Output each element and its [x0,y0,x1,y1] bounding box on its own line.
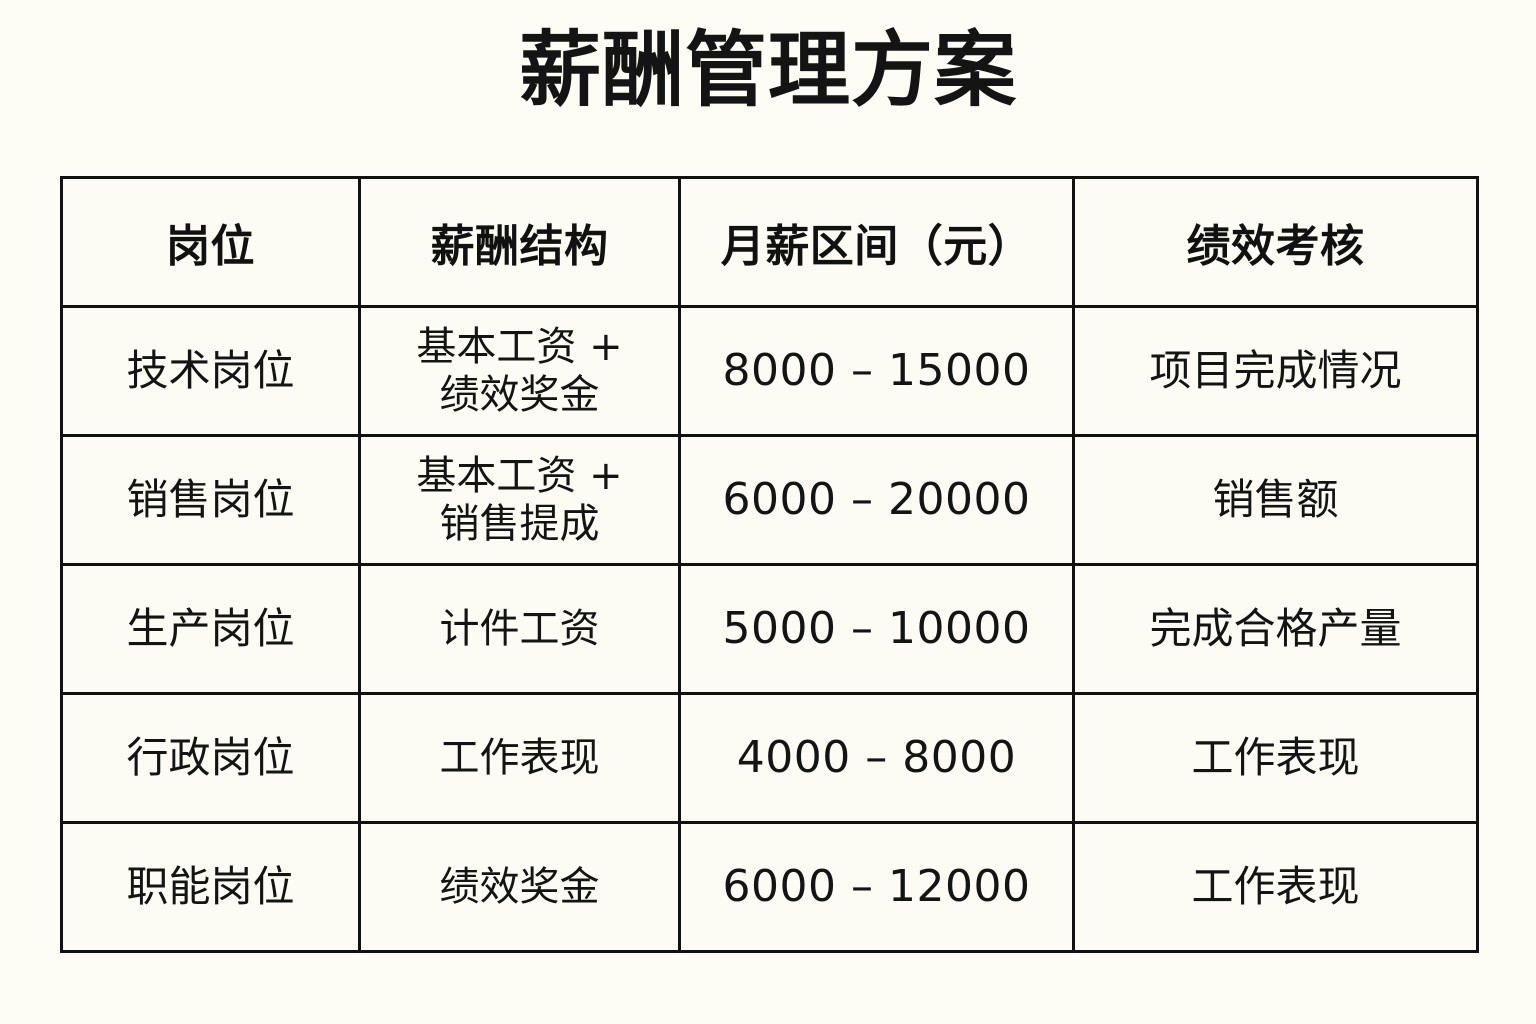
cell-structure: 绩效奖金 [358,821,681,953]
table-body: 技术岗位 基本工资 + 绩效奖金 8000 – 15000 项目完成情况 销售岗… [60,305,1479,953]
page-title: 薪酬管理方案 [518,23,1017,118]
cell-structure: 工作表现 [358,692,681,824]
column-header-structure: 薪酬结构 [358,176,681,308]
cell-position: 技术岗位 [60,305,361,437]
cell-structure-line-1: 基本工资 + [416,453,623,499]
cell-assessment: 完成合格产量 [1072,563,1479,695]
cell-structure-line-1: 绩效奖金 [439,864,600,910]
table-header: 岗位 薪酬结构 月薪区间（元） 绩效考核 [60,176,1479,308]
table-row: 行政岗位 工作表现 4000 – 8000 工作表现 [60,692,1479,824]
cell-salary-range: 5000 – 10000 [678,563,1075,695]
table-row: 销售岗位 基本工资 + 销售提成 6000 – 20000 销售额 [60,434,1479,566]
cell-structure-line-2: 绩效奖金 [439,372,600,418]
cell-salary-range: 6000 – 20000 [678,434,1075,566]
salary-table: 岗位 薪酬结构 月薪区间（元） 绩效考核 技术岗位 基本工资 + 绩效奖金 80… [60,176,1479,953]
cell-salary-range: 4000 – 8000 [678,692,1075,824]
column-header-range: 月薪区间（元） [678,176,1075,308]
cell-position: 职能岗位 [60,821,361,953]
cell-structure: 基本工资 + 销售提成 [358,434,681,566]
cell-position: 销售岗位 [60,434,361,566]
cell-structure-line-2: 销售提成 [439,501,600,547]
cell-position: 生产岗位 [60,563,361,695]
cell-assessment: 项目完成情况 [1072,305,1479,437]
cell-assessment: 工作表现 [1072,692,1479,824]
column-header-position: 岗位 [60,176,361,308]
cell-position: 行政岗位 [60,692,361,824]
table-row: 职能岗位 绩效奖金 6000 – 12000 工作表现 [60,821,1479,953]
table-row: 技术岗位 基本工资 + 绩效奖金 8000 – 15000 项目完成情况 [60,305,1479,437]
cell-structure: 基本工资 + 绩效奖金 [358,305,681,437]
cell-structure: 计件工资 [358,563,681,695]
table-row: 生产岗位 计件工资 5000 – 10000 完成合格产量 [60,563,1479,695]
cell-structure-line-1: 基本工资 + [416,324,623,370]
cell-assessment: 工作表现 [1072,821,1479,953]
column-header-assessment: 绩效考核 [1072,176,1479,308]
cell-salary-range: 8000 – 15000 [678,305,1075,437]
cell-structure-line-1: 计件工资 [439,606,600,652]
salary-table-container: 岗位 薪酬结构 月薪区间（元） 绩效考核 技术岗位 基本工资 + 绩效奖金 80… [60,176,1479,953]
cell-structure-line-1: 工作表现 [439,735,600,781]
cell-salary-range: 6000 – 12000 [678,821,1075,953]
table-header-row: 岗位 薪酬结构 月薪区间（元） 绩效考核 [60,176,1479,308]
cell-assessment: 销售额 [1072,434,1479,566]
